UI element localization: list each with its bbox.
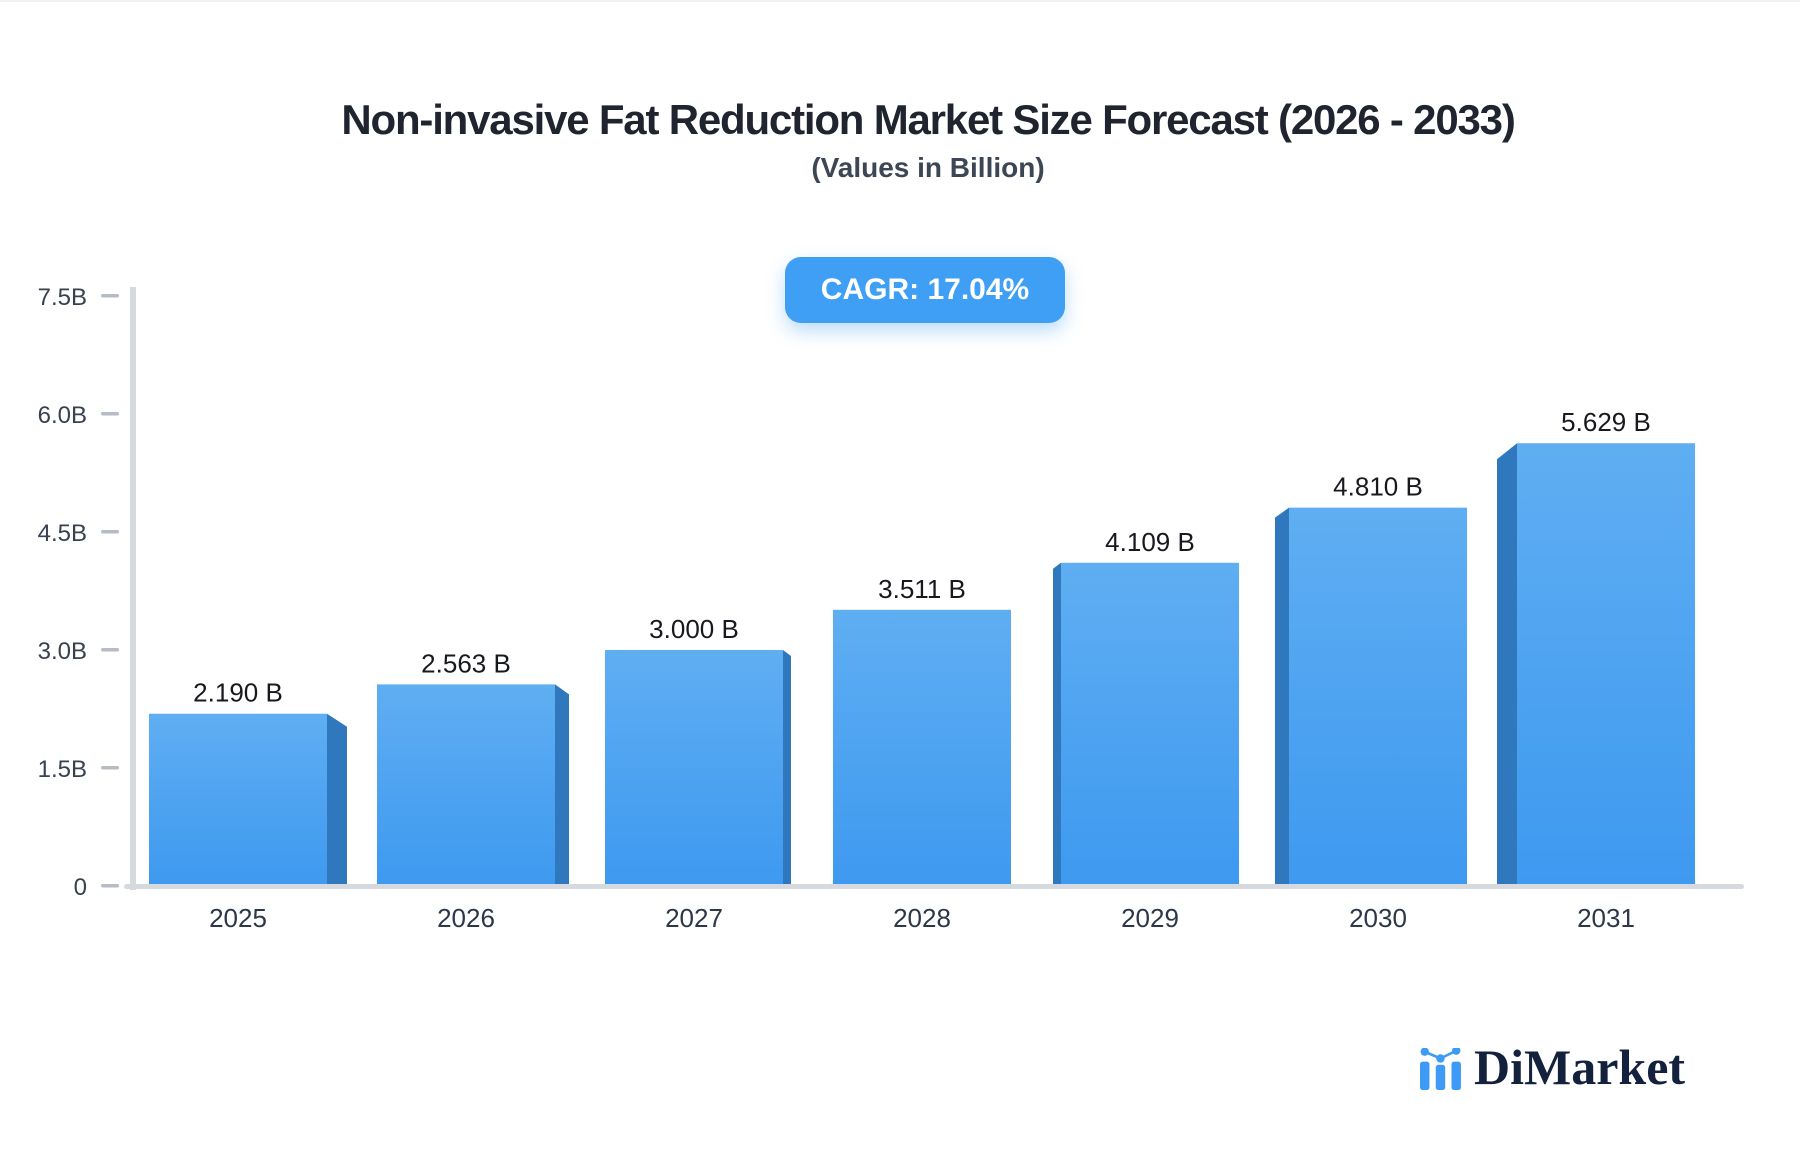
- y-tick-mark: [101, 412, 119, 416]
- y-tick-mark: [101, 884, 119, 888]
- y-tick-mark: [101, 766, 119, 770]
- bar-chart-trend-icon: [1420, 1048, 1461, 1090]
- y-tick-label: 1.5B: [38, 756, 87, 783]
- chart-title: Non-invasive Fat Reduction Market Size F…: [341, 96, 1515, 143]
- bar-group-2028: 3.511 B 2028: [833, 574, 1011, 933]
- dimarket-logo: DiMarket: [1420, 1042, 1685, 1092]
- cagr-badge-label: CAGR: 17.04%: [820, 273, 1030, 306]
- y-tick-label: 4.5B: [38, 520, 87, 547]
- bar-value-label: 5.629 B: [1561, 407, 1651, 437]
- bar-value-label: 4.810 B: [1333, 472, 1423, 502]
- bar-2025: [149, 713, 327, 886]
- bar-side-face: [555, 684, 569, 886]
- bar-group-2027: 3.000 B 2027: [605, 614, 791, 933]
- y-axis-line: [130, 287, 136, 890]
- bar-group-2026: 2.563 B 2026: [377, 648, 569, 933]
- bar-2027: [605, 650, 783, 886]
- logo-text: DiMarket: [1474, 1039, 1686, 1095]
- x-axis-label: 2025: [209, 903, 267, 933]
- y-tick-mark: [101, 294, 119, 298]
- bar-2029: [1061, 562, 1239, 886]
- y-tick-label: 6.0B: [38, 402, 87, 429]
- y-tick-label: 3.0B: [38, 638, 87, 665]
- bar-2026: [377, 684, 555, 886]
- bar-group-2030: 4.810 B 2030: [1275, 472, 1467, 933]
- x-axis-label: 2026: [437, 903, 495, 933]
- bar-side-face: [783, 650, 791, 886]
- chart-subtitle: (Values in Billion): [811, 152, 1045, 183]
- x-axis-label: 2029: [1121, 903, 1179, 933]
- bar-group-2025: 2.190 B 2025: [149, 678, 347, 933]
- bar-side-face: [327, 713, 347, 886]
- bar-value-label: 3.000 B: [649, 614, 739, 644]
- x-axis-label: 2027: [665, 903, 723, 933]
- x-axis-label: 2030: [1349, 903, 1407, 933]
- x-axis-line: [124, 884, 1744, 889]
- bar-2030: [1289, 507, 1467, 886]
- bar-value-label: 4.109 B: [1105, 527, 1195, 557]
- y-tick-mark: [101, 648, 119, 652]
- y-tick-mark: [101, 530, 119, 534]
- bar-side-face: [1053, 562, 1061, 886]
- x-axis-label: 2028: [893, 903, 951, 933]
- bar-2031: [1517, 443, 1695, 886]
- bar-side-face: [1275, 507, 1289, 886]
- bar-2028: [833, 609, 1011, 886]
- y-tick-label: 0: [74, 874, 87, 901]
- y-tick-label: 7.5B: [38, 284, 87, 311]
- bar-value-label: 2.190 B: [193, 678, 283, 708]
- bar-group-2029: 4.109 B 2029: [1053, 527, 1239, 933]
- bar-value-label: 2.563 B: [421, 648, 511, 678]
- bar-side-face: [1497, 443, 1517, 886]
- bar-value-label: 3.511 B: [878, 574, 966, 604]
- x-axis-label: 2031: [1577, 903, 1635, 933]
- cagr-badge: CAGR: 17.04%: [785, 257, 1065, 323]
- bar-group-2031: 5.629 B 2031: [1497, 407, 1695, 933]
